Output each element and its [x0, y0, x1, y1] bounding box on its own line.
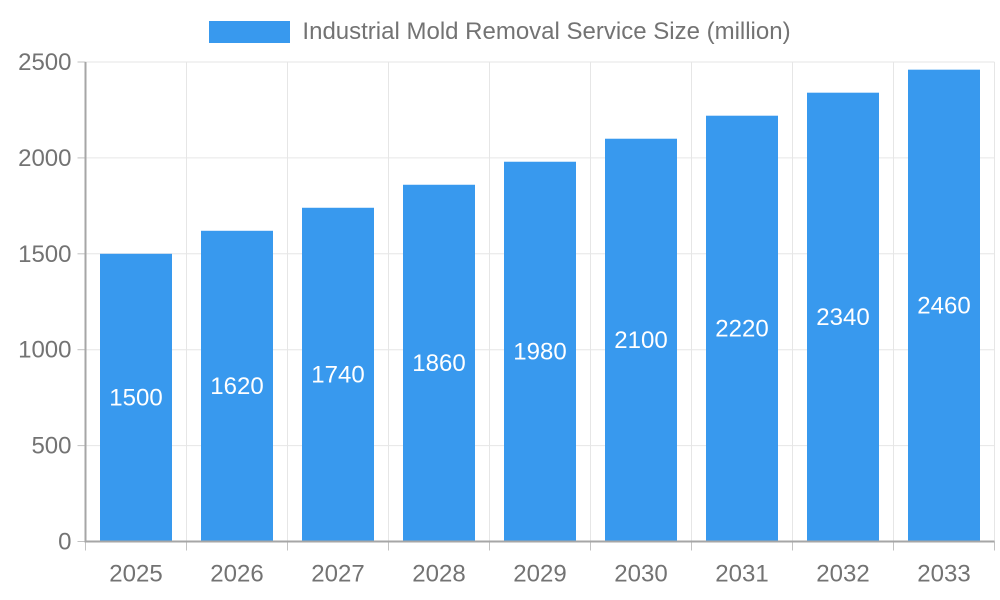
- x-tick-label: 2033: [917, 561, 970, 588]
- bar-value-label: 1860: [412, 350, 465, 377]
- legend[interactable]: Industrial Mold Removal Service Size (mi…: [0, 18, 1000, 45]
- x-tick-label: 2031: [715, 561, 768, 588]
- y-tick-label: 1500: [18, 241, 71, 268]
- y-tick-label: 500: [31, 433, 71, 460]
- y-tick-label: 2500: [18, 49, 71, 76]
- x-tick-label: 2030: [614, 561, 667, 588]
- bar-value-label: 2460: [917, 293, 970, 320]
- bar-value-label: 2220: [715, 316, 768, 343]
- x-tick-label: 2027: [311, 561, 364, 588]
- y-tick-label: 2000: [18, 145, 71, 172]
- bar[interactable]: [706, 115, 778, 542]
- bar-value-label: 1740: [311, 362, 364, 389]
- bar-value-label: 2100: [614, 327, 667, 354]
- x-tick-label: 2029: [513, 561, 566, 588]
- x-tick-label: 2026: [210, 561, 263, 588]
- y-tick-label: 1000: [18, 337, 71, 364]
- bar[interactable]: [201, 230, 273, 542]
- bar-value-label: 1980: [513, 339, 566, 366]
- bar[interactable]: [100, 253, 172, 542]
- bar[interactable]: [302, 207, 374, 542]
- bar[interactable]: [403, 184, 475, 542]
- legend-swatch-icon: [209, 21, 291, 43]
- bar[interactable]: [908, 69, 980, 542]
- x-tick-label: 2025: [109, 561, 162, 588]
- bar-value-label: 2340: [816, 304, 869, 331]
- y-tick-label: 0: [58, 529, 71, 556]
- bar[interactable]: [807, 92, 879, 542]
- legend-label: Industrial Mold Removal Service Size (mi…: [302, 18, 791, 45]
- x-tick-label: 2032: [816, 561, 869, 588]
- bar-value-label: 1620: [210, 373, 263, 400]
- bar-value-label: 1500: [109, 385, 162, 412]
- bar[interactable]: [605, 138, 677, 542]
- bar[interactable]: [504, 161, 576, 542]
- x-tick-label: 2028: [412, 561, 465, 588]
